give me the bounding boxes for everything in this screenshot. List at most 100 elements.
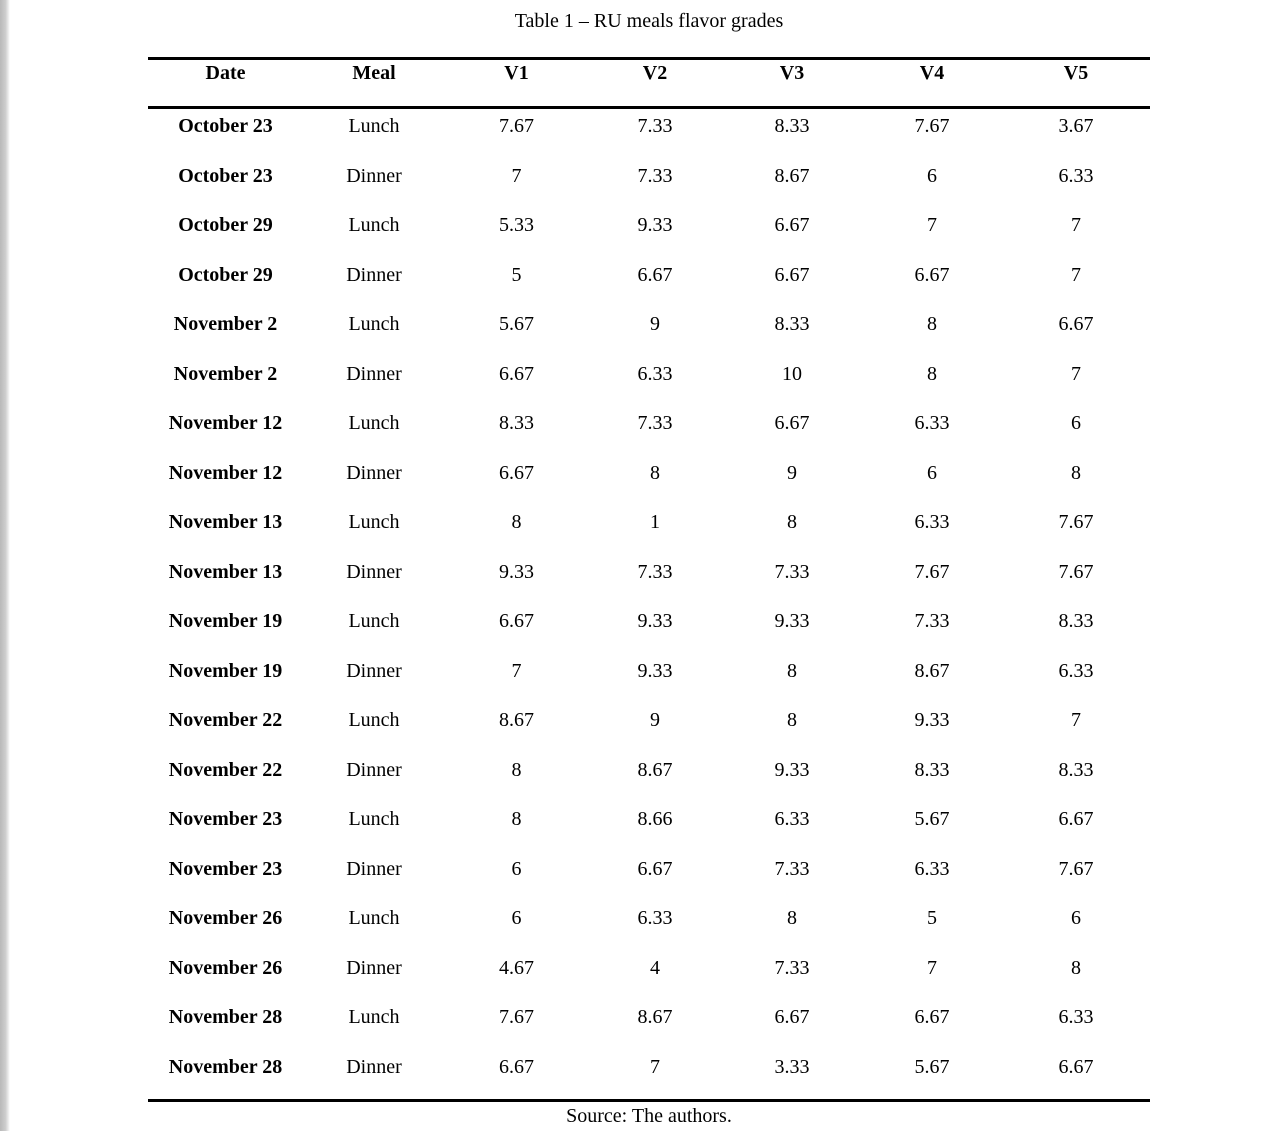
grade-cell-v2: 7.33 <box>637 164 673 187</box>
header-row: Date Meal V1 V2 V3 V4 V5 <box>148 58 1150 109</box>
date-cell: November 28 <box>168 1006 283 1028</box>
grade-cell-v3: 6.67 <box>774 1006 810 1028</box>
grade-cell-v1: 8.67 <box>499 709 534 731</box>
grade-cell-v4: 9.33 <box>914 709 950 731</box>
grade-cell-v5: 7 <box>1071 214 1081 236</box>
date-cell: November 2 <box>173 313 278 335</box>
meal-cell: Lunch <box>348 313 400 335</box>
grade-cell-v3: 6.67 <box>774 263 810 286</box>
grade-cell-v3: 8 <box>787 709 797 731</box>
header-date: Date <box>148 58 303 109</box>
grade-cell-v5: 7 <box>1071 263 1081 286</box>
meal-cell: Dinner <box>346 758 402 781</box>
table-row: November 26 Lunch 6 6.33 8 5 6 <box>148 901 1150 951</box>
grade-cell-v4: 8.33 <box>914 758 950 781</box>
grade-cell-v4: 5.67 <box>914 1055 950 1078</box>
table-row: November 28 Lunch 7.67 8.67 6.67 6.67 6.… <box>148 1000 1150 1050</box>
grade-cell-v3: 9 <box>787 461 797 484</box>
table-row: October 29 Dinner 5 6.67 6.67 6.67 7 <box>148 258 1150 308</box>
grade-cell-v1: 5.33 <box>499 214 534 236</box>
grade-cell-v5: 6.33 <box>1058 659 1094 682</box>
grade-cell-v5: 7.67 <box>1058 511 1094 533</box>
grade-cell-v4: 6.33 <box>914 511 950 533</box>
grade-cell-v1: 8 <box>511 511 522 533</box>
grade-cell-v1: 6.67 <box>499 461 534 484</box>
grade-cell-v4: 5 <box>927 907 937 929</box>
date-cell: November 2 <box>173 362 278 385</box>
table-row: November 12 Dinner 6.67 8 9 6 8 <box>148 456 1150 506</box>
grade-cell-v1: 5.67 <box>499 313 534 335</box>
grade-cell-v4: 5.67 <box>914 808 950 830</box>
grade-cell-v4: 6.67 <box>914 263 950 286</box>
grade-cell-v2: 7.33 <box>637 412 673 434</box>
grade-cell-v3: 7.33 <box>774 560 810 583</box>
grade-cell-v1: 6.67 <box>499 610 534 632</box>
meal-cell: Lunch <box>348 610 400 632</box>
grade-cell-v2: 1 <box>650 511 660 533</box>
table-header: Date Meal V1 V2 V3 V4 V5 <box>148 58 1150 109</box>
meal-cell: Lunch <box>348 115 400 137</box>
grade-cell-v5: 3.67 <box>1058 115 1094 137</box>
meal-cell: Lunch <box>348 1006 400 1028</box>
grade-cell-v1: 7.67 <box>499 1006 534 1028</box>
date-cell: November 12 <box>168 461 283 484</box>
meal-cell: Dinner <box>346 956 402 979</box>
grade-cell-v1: 6.67 <box>499 362 534 385</box>
date-cell: November 26 <box>168 907 283 929</box>
meal-cell: Dinner <box>346 560 402 583</box>
date-cell: October 23 <box>178 164 273 187</box>
header-v2: V2 <box>588 58 722 109</box>
grade-cell-v5: 8 <box>1071 956 1081 979</box>
grade-cell-v5: 7 <box>1071 709 1081 731</box>
source-note: Source: The authors. <box>566 1105 732 1127</box>
grade-cell-v4: 8 <box>927 362 937 385</box>
grade-cell-v2: 9.33 <box>637 214 673 236</box>
table-row: November 13 Lunch 8 1 8 6.33 7.67 <box>148 505 1150 555</box>
table-row: November 22 Lunch 8.67 9 8 9.33 7 <box>148 703 1150 753</box>
grade-cell-v3: 7.33 <box>774 857 810 880</box>
table-body: October 23 Lunch 7.67 7.33 8.33 7.67 3.6… <box>148 108 1150 1101</box>
grade-cell-v2: 9 <box>650 709 660 731</box>
header-v3: V3 <box>722 58 862 109</box>
date-cell: November 23 <box>168 808 283 830</box>
grade-cell-v5: 7.67 <box>1058 560 1094 583</box>
grade-cell-v5: 6.67 <box>1058 1055 1094 1078</box>
grade-cell-v4: 6.33 <box>914 857 950 880</box>
grade-cell-v1: 8.33 <box>499 412 534 434</box>
grade-cell-v2: 8.66 <box>637 808 673 830</box>
meal-cell: Lunch <box>348 709 400 731</box>
grade-cell-v3: 8 <box>787 659 797 682</box>
header-v1: V1 <box>445 58 588 109</box>
grade-cell-v4: 7.67 <box>914 115 950 137</box>
grade-cell-v5: 6.33 <box>1058 164 1094 187</box>
grade-cell-v5: 8.33 <box>1058 758 1094 781</box>
grade-cell-v4: 6 <box>927 461 937 484</box>
flavor-grades-table: Date Meal V1 V2 V3 V4 V5 October 23 Lunc… <box>148 57 1150 1102</box>
grade-cell-v1: 9.33 <box>499 560 534 583</box>
grade-cell-v3: 8 <box>787 511 797 533</box>
grade-cell-v3: 9.33 <box>774 610 810 632</box>
table-row: November 22 Dinner 8 8.67 9.33 8.33 8.33 <box>148 753 1150 803</box>
grade-cell-v4: 7 <box>927 956 937 979</box>
grade-cell-v2: 9.33 <box>637 659 673 682</box>
table-row: November 23 Lunch 8 8.66 6.33 5.67 6.67 <box>148 802 1150 852</box>
grade-cell-v2: 4 <box>650 956 660 979</box>
meal-cell: Lunch <box>348 214 400 236</box>
table-row: November 28 Dinner 6.67 7 3.33 5.67 6.67 <box>148 1050 1150 1101</box>
grade-cell-v2: 8.67 <box>637 758 673 781</box>
meal-cell: Dinner <box>346 362 402 385</box>
grade-cell-v1: 7 <box>511 659 522 682</box>
viewer-edge-strip <box>0 0 10 1131</box>
grade-cell-v2: 9 <box>650 313 660 335</box>
grade-cell-v4: 6 <box>927 164 937 187</box>
header-v5: V5 <box>1002 58 1150 109</box>
grade-cell-v1: 6.67 <box>499 1055 534 1078</box>
grade-cell-v4: 7 <box>927 214 937 236</box>
grade-cell-v2: 6.33 <box>637 362 673 385</box>
grade-cell-v2: 8.67 <box>637 1006 673 1028</box>
grade-cell-v2: 7.33 <box>637 560 673 583</box>
header-v4: V4 <box>862 58 1002 109</box>
table-row: November 19 Lunch 6.67 9.33 9.33 7.33 8.… <box>148 604 1150 654</box>
grade-cell-v2: 7 <box>650 1055 660 1078</box>
